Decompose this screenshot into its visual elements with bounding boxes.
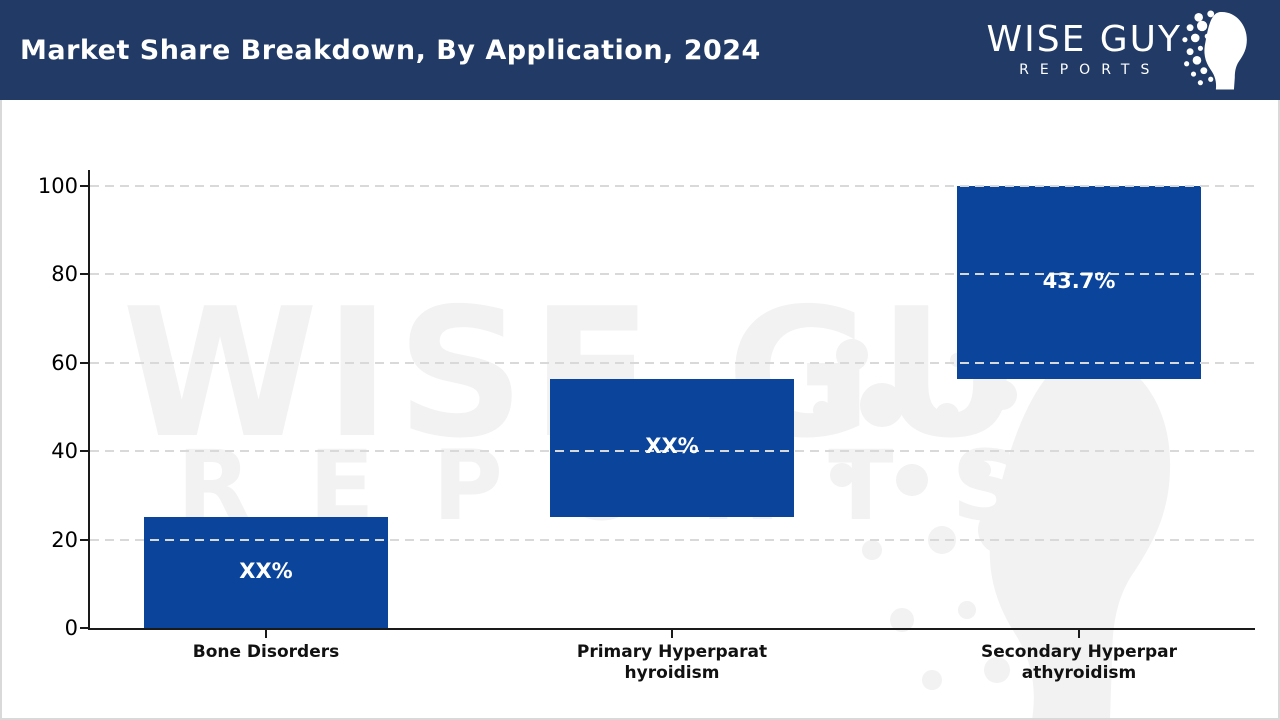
logo-face-icon	[1182, 10, 1247, 90]
x-axis-line	[88, 628, 1255, 630]
page-title: Market Share Breakdown, By Application, …	[20, 34, 761, 66]
gridline	[90, 361, 1255, 364]
y-axis-line	[88, 170, 90, 630]
y-tick-mark	[80, 361, 88, 364]
x-category-label: Primary Hyperparat hyroidism	[512, 642, 832, 684]
bar	[144, 517, 388, 628]
y-tick-label: 40	[51, 439, 78, 464]
gridline	[90, 538, 1255, 541]
y-tick-label: 0	[64, 616, 78, 640]
y-tick-label: 60	[51, 350, 78, 375]
x-category-label: Secondary Hyperpar athyroidism	[919, 642, 1239, 684]
logo-wise-guy-text: WISE GUY	[986, 19, 1182, 60]
bar	[550, 379, 794, 518]
bar-value-label: XX%	[239, 558, 293, 583]
bar-value-label: XX%	[645, 434, 699, 459]
y-tick-mark	[80, 273, 88, 276]
x-category-label-line: athyroidism	[1021, 663, 1137, 683]
x-tick-mark	[265, 630, 267, 638]
x-category-label-line: Secondary Hyperpar	[980, 642, 1178, 662]
bar-value-label: 43.7%	[1042, 268, 1116, 293]
gridline	[90, 450, 1255, 453]
x-category-label-line: hyroidism	[624, 663, 720, 683]
x-tick-mark	[671, 630, 673, 638]
gridline	[90, 185, 1255, 187]
wiseguy-logo: WISE GUY REPORTS	[987, 7, 1253, 93]
bar	[957, 186, 1201, 380]
y-tick-mark	[80, 627, 88, 629]
y-tick-label: 100	[37, 174, 78, 198]
y-tick-label: 80	[51, 262, 78, 287]
gridline	[90, 273, 1255, 276]
x-category-label: Bone Disorders	[106, 642, 426, 663]
watermark-face-icon	[813, 330, 1171, 718]
y-tick-mark	[80, 450, 88, 453]
x-tick-mark	[1078, 630, 1080, 638]
logo-reports-text: REPORTS	[1019, 62, 1161, 78]
logo-text: WISE GUY REPORTS	[987, 21, 1183, 79]
y-tick-mark	[80, 185, 88, 187]
y-tick-label: 20	[51, 527, 78, 552]
header-bar: Market Share Breakdown, By Application, …	[0, 0, 1280, 100]
chart-panel: WISE GUY REPORTS XX%XX%43.7%020406080100…	[0, 100, 1280, 720]
x-category-label-line: Primary Hyperparat	[576, 642, 768, 662]
y-tick-mark	[80, 538, 88, 541]
x-category-label-line: Bone Disorders	[192, 642, 340, 662]
